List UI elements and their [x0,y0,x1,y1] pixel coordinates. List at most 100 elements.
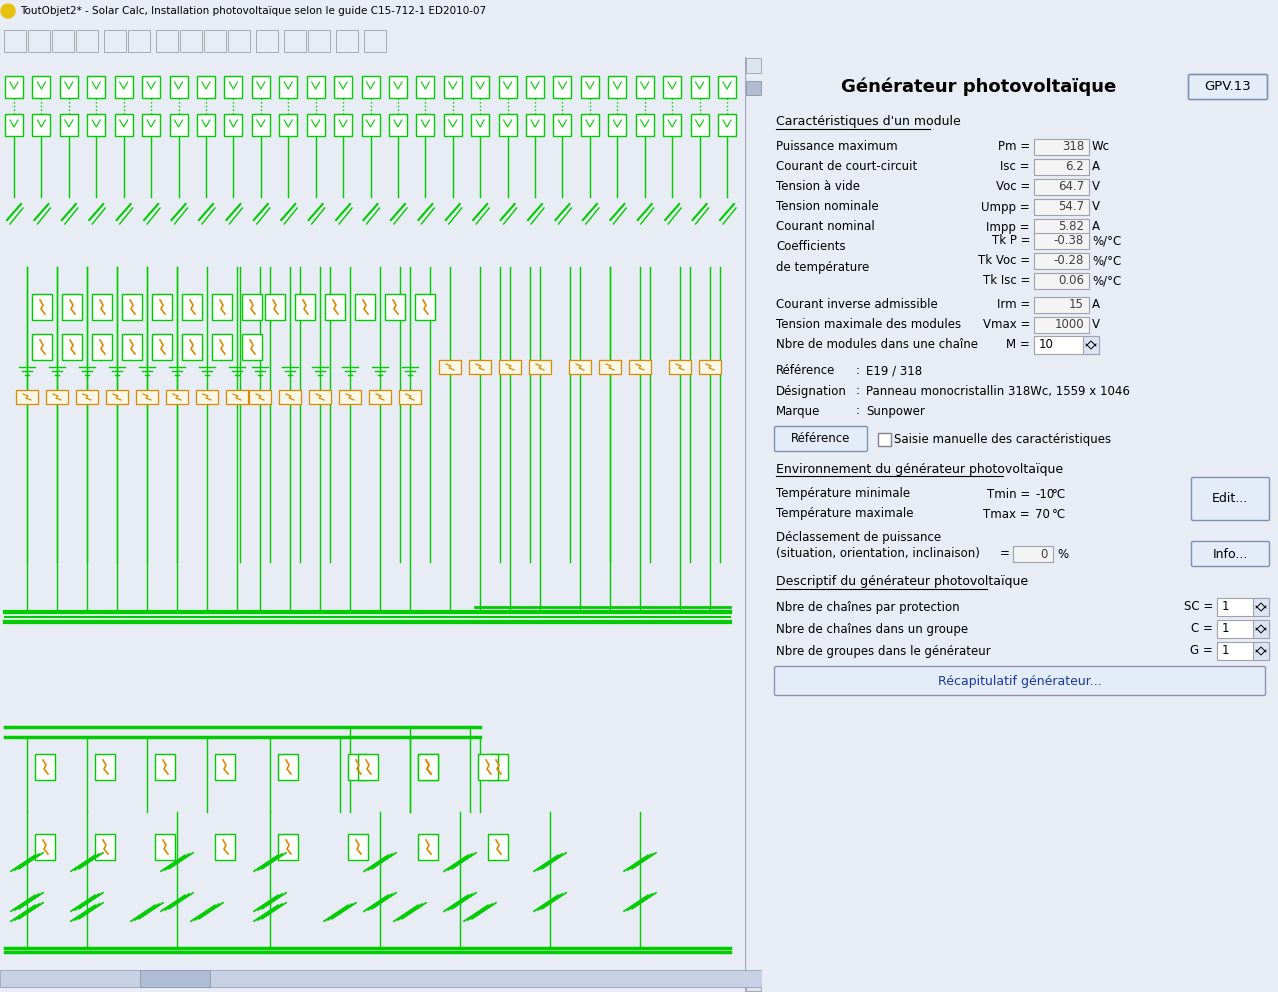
Bar [4,30,26,52]
Text: Tk Isc =: Tk Isc = [983,275,1030,288]
Bar [1252,598,1269,616]
Bar [197,114,215,136]
Bar [32,334,52,360]
Text: Environnement du générateur photovoltaïque: Environnement du générateur photovoltaïq… [776,462,1063,475]
Bar [718,114,736,136]
Text: Vmax =: Vmax = [983,318,1030,331]
Bar [878,433,891,446]
Bar [553,76,571,98]
Bar [1034,336,1099,354]
Text: °C: °C [1052,508,1066,521]
Bar [196,390,219,404]
Circle shape [1,4,15,18]
Text: -0.38: -0.38 [1054,234,1084,247]
Bar [92,294,112,320]
Bar [718,76,736,98]
Bar [415,294,435,320]
Bar [75,390,98,404]
Bar [135,390,158,404]
Text: :: : [856,364,860,378]
Bar [307,114,325,136]
Bar [28,30,50,52]
Bar [527,76,544,98]
Text: C =: C = [1191,623,1213,636]
Text: 5.82: 5.82 [1058,220,1084,233]
Bar [87,76,105,98]
Text: Impp =: Impp = [987,220,1030,233]
Text: 0: 0 [1040,548,1048,560]
Bar [225,114,243,136]
Bar [309,390,331,404]
Bar [128,30,150,52]
Bar [46,390,68,404]
Bar [389,76,406,98]
Text: Référence: Référence [791,433,851,445]
Bar [348,754,368,780]
Text: A: A [1091,161,1100,174]
FancyBboxPatch shape [1189,74,1268,99]
Bar [1217,598,1269,616]
Text: 0.06: 0.06 [1058,275,1084,288]
Text: Référence: Référence [776,364,836,378]
Text: Tk P =: Tk P = [992,234,1030,247]
Bar [95,754,115,780]
Bar [663,114,681,136]
Text: 64.7: 64.7 [1058,181,1084,193]
Bar [1013,546,1053,562]
Text: =: = [1001,548,1010,560]
Bar [279,754,298,780]
Bar [265,294,285,320]
Bar [1034,139,1089,155]
Bar [115,114,133,136]
Bar [1034,179,1089,195]
Text: Courant inverse admissible: Courant inverse admissible [776,299,938,311]
Bar [362,114,380,136]
Bar [227,30,250,52]
Text: V: V [1091,200,1100,213]
Bar [121,294,142,320]
Bar [215,754,235,780]
Text: Voc =: Voc = [996,181,1030,193]
Bar [498,360,521,374]
Text: Nbre de chaînes dans un groupe: Nbre de chaînes dans un groupe [776,623,969,636]
Bar [279,76,298,98]
Bar [307,76,325,98]
Bar [155,754,175,780]
FancyBboxPatch shape [1191,542,1269,566]
Text: Nbre de groupes dans le générateur: Nbre de groupes dans le générateur [776,645,990,658]
Bar [1252,642,1269,660]
Bar [252,76,270,98]
Bar [336,30,358,52]
Bar [635,114,654,136]
Text: 1: 1 [1222,600,1229,613]
Bar [608,76,626,98]
Bar [472,114,489,136]
Bar [242,334,262,360]
Bar [488,754,507,780]
Bar [1252,620,1269,638]
Bar [225,76,243,98]
Bar [204,30,226,52]
Text: Température minimale: Température minimale [776,487,910,501]
Bar [32,114,50,136]
Text: de température: de température [776,261,869,274]
Bar [1034,219,1089,235]
Bar [142,114,160,136]
Bar [95,834,115,860]
Bar [364,30,386,52]
Text: 54.7: 54.7 [1058,200,1084,213]
Text: SC =: SC = [1183,600,1213,613]
Bar [529,360,551,374]
Text: Récapitulatif générateur...: Récapitulatif générateur... [938,675,1102,687]
Text: 6.2: 6.2 [1066,161,1084,174]
Bar [472,76,489,98]
Text: (situation, orientation, inclinaison): (situation, orientation, inclinaison) [776,548,980,560]
Text: %: % [1057,548,1068,560]
Text: ToutObjet2* - Solar Calc, Installation photovoltaïque selon le guide C15-712-1 E: ToutObjet2* - Solar Calc, Installation p… [20,6,486,16]
Text: V: V [1091,181,1100,193]
Text: Info...: Info... [1213,548,1247,560]
Bar [295,294,314,320]
Text: :: : [856,405,860,418]
Bar [279,114,298,136]
Bar [155,834,175,860]
